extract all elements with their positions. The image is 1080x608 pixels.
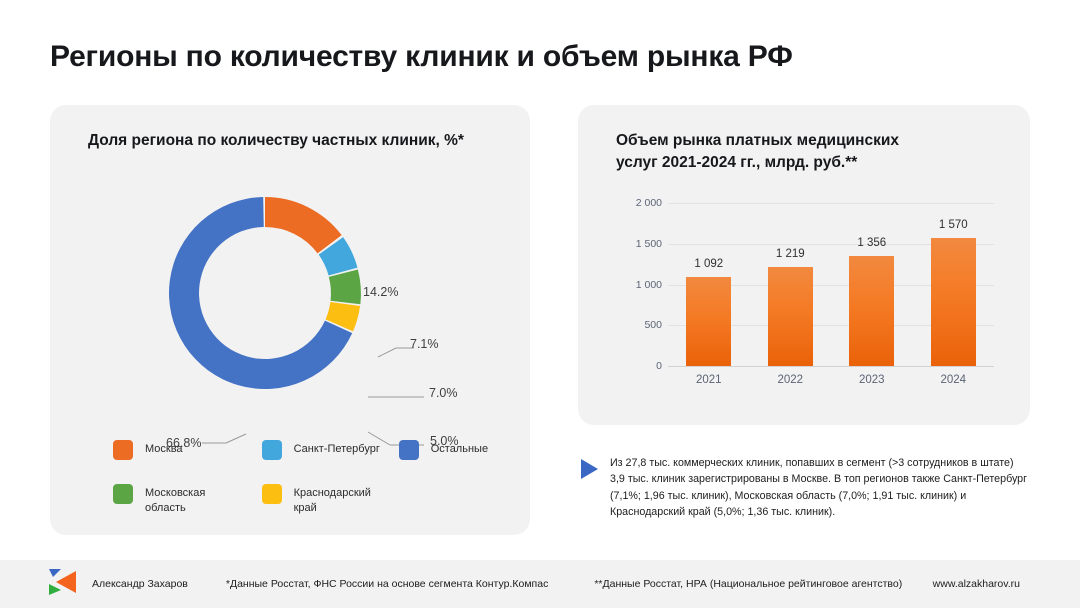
donut-legend: Москва Санкт-Петербург Остальные Московс… <box>113 440 513 516</box>
bar-slot: 1 092 <box>668 203 750 366</box>
brand-logo-icon <box>48 568 78 601</box>
bar-chart: 0 500 1 000 1 500 2 000 1 092 1 219 1 356 1 570… <box>616 197 994 398</box>
note-text: Из 27,8 тыс. коммерческих клиник, попавш… <box>610 457 1028 518</box>
bar-chart-y-axis: 0 500 1 000 1 500 2 000 <box>616 197 662 372</box>
page-title: Регионы по количеству клиник и объем рын… <box>50 40 793 73</box>
bar-value-label: 1 570 <box>938 219 968 232</box>
bar-2023[interactable] <box>849 255 895 366</box>
legend-row: Московская область Краснодарский край <box>113 484 513 516</box>
legend-swatch-other <box>398 440 419 460</box>
legend-label-spb: Санкт-Петербург <box>293 443 380 455</box>
footer-source-note-1: *Данные Росстат, ФНС России на основе се… <box>225 578 549 590</box>
legend-row: Москва Санкт-Петербург Остальные <box>113 440 513 460</box>
legend-swatch-moscow <box>113 440 133 460</box>
legend-swatch-moscow-oblast <box>113 484 133 504</box>
donut-label-other: 66.8% <box>166 436 202 450</box>
bar-chart-bars: 1 092 1 219 1 356 1 570 <box>668 203 994 366</box>
bar-card: Объем рынка платных медицинских услуг 202… <box>578 105 1030 425</box>
bar-chart-x-tick: 2021 <box>695 374 722 386</box>
bar-chart-y-tick: 0 <box>656 360 662 372</box>
bar-slot: 1 219 <box>750 203 832 366</box>
donut-svg <box>169 197 361 390</box>
bar-2022[interactable] <box>767 266 813 366</box>
bar-chart-gridline <box>668 284 994 286</box>
footer-website-link[interactable]: www.alzakharov.ru <box>932 578 1020 590</box>
footer-source-note-2: **Данные Росстат, НРА (Национальное рейт… <box>594 578 903 590</box>
donut-slice-moscow-oblast <box>328 269 361 305</box>
donut-card: Доля региона по количеству частных клини… <box>50 105 530 535</box>
donut-card-heading: Доля региона по количеству частных клини… <box>88 132 464 149</box>
bar-value-label: 1 356 <box>857 236 887 249</box>
bar-chart-x-tick: 2022 <box>777 374 804 386</box>
legend-label-other: Остальные <box>430 443 489 455</box>
legend-item-moscow-oblast[interactable]: Московская область <box>113 484 262 516</box>
legend-item-other[interactable]: Остальные <box>398 440 513 460</box>
bar-chart-y-tick: 2 000 <box>635 197 662 209</box>
play-arrow-icon <box>578 458 604 485</box>
footer-bar: Александр Захаров *Данные Росстат, ФНС Р… <box>0 560 1080 608</box>
donut-slice-krasnodar <box>325 301 361 332</box>
legend-item-spb[interactable]: Санкт-Петербург <box>261 440 399 460</box>
note-block: Из 27,8 тыс. коммерческих клиник, попавш… <box>578 455 1030 520</box>
bar-2021[interactable] <box>686 277 732 366</box>
bar-2024[interactable] <box>930 238 976 366</box>
donut-label-moscow: 14.2% <box>363 285 399 299</box>
donut-label-krasnodar: 5.0% <box>430 434 459 448</box>
donut-slice-spb <box>318 237 358 276</box>
donut-slice-moscow <box>265 197 342 254</box>
bar-value-label: 1 092 <box>694 258 724 271</box>
legend-label-moscow-oblast: Московская область <box>145 487 206 514</box>
bar-slot: 1 570 <box>913 203 995 366</box>
donut-slice-other <box>169 197 353 390</box>
legend-swatch-krasnodar <box>261 484 282 504</box>
bar-chart-gridline <box>668 203 994 204</box>
bar-chart-plot: 1 092 1 219 1 356 1 570 <box>668 203 994 367</box>
bar-chart-y-tick: 500 <box>644 319 662 332</box>
legend-item-krasnodar[interactable]: Краснодарский край <box>261 484 399 516</box>
donut-label-spb: 7.1% <box>410 337 439 351</box>
bar-chart-gridline <box>668 325 994 327</box>
legend-label-moscow: Москва <box>145 443 183 455</box>
legend-swatch-spb <box>261 440 282 460</box>
bar-chart-x-axis: 2021 2022 2023 2024 <box>668 374 994 386</box>
donut-chart <box>155 183 375 403</box>
legend-item-moscow[interactable]: Москва <box>113 440 262 460</box>
bar-slot: 1 356 <box>831 203 913 366</box>
bar-value-label: 1 219 <box>775 247 805 260</box>
donut-label-moscow-oblast: 7.0% <box>429 386 458 400</box>
bar-card-heading: Объем рынка платных медицинских услуг 202… <box>616 132 900 171</box>
legend-label-krasnodar: Краснодарский край <box>293 487 371 514</box>
bar-chart-y-tick: 1 000 <box>635 278 662 291</box>
bar-chart-gridline <box>668 366 994 367</box>
bar-chart-gridline <box>668 243 994 245</box>
legend-item-spacer <box>399 484 513 516</box>
footer-author: Александр Захаров <box>92 578 188 590</box>
bar-chart-x-tick: 2024 <box>940 374 967 386</box>
bar-chart-x-tick: 2023 <box>858 374 885 386</box>
bar-chart-y-tick: 1 500 <box>635 237 662 250</box>
